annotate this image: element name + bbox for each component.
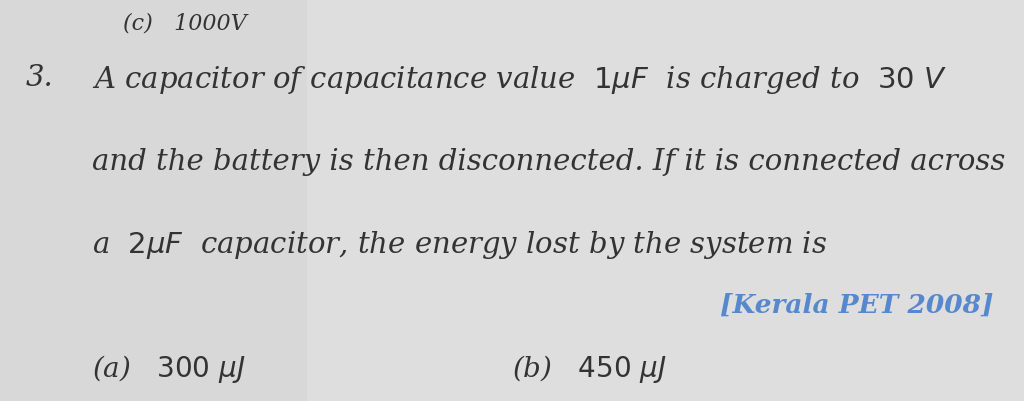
Text: (a)   $300\ \mu J$: (a) $300\ \mu J$ bbox=[92, 353, 246, 385]
Text: [Kerala PET 2008]: [Kerala PET 2008] bbox=[720, 293, 993, 318]
Text: a  $2\mu F$  capacitor, the energy lost by the system is: a $2\mu F$ capacitor, the energy lost by… bbox=[92, 229, 827, 261]
Text: A capacitor of capacitance value  $1\mu F$  is charged to  $30\ V$: A capacitor of capacitance value $1\mu F… bbox=[92, 64, 947, 96]
Text: (c)   1000V: (c) 1000V bbox=[123, 12, 247, 34]
Text: (b)   $450\ \mu J$: (b) $450\ \mu J$ bbox=[512, 353, 667, 385]
FancyBboxPatch shape bbox=[307, 0, 1024, 401]
Text: 3.: 3. bbox=[26, 64, 53, 92]
Text: and the battery is then disconnected. If it is connected across: and the battery is then disconnected. If… bbox=[92, 148, 1006, 176]
